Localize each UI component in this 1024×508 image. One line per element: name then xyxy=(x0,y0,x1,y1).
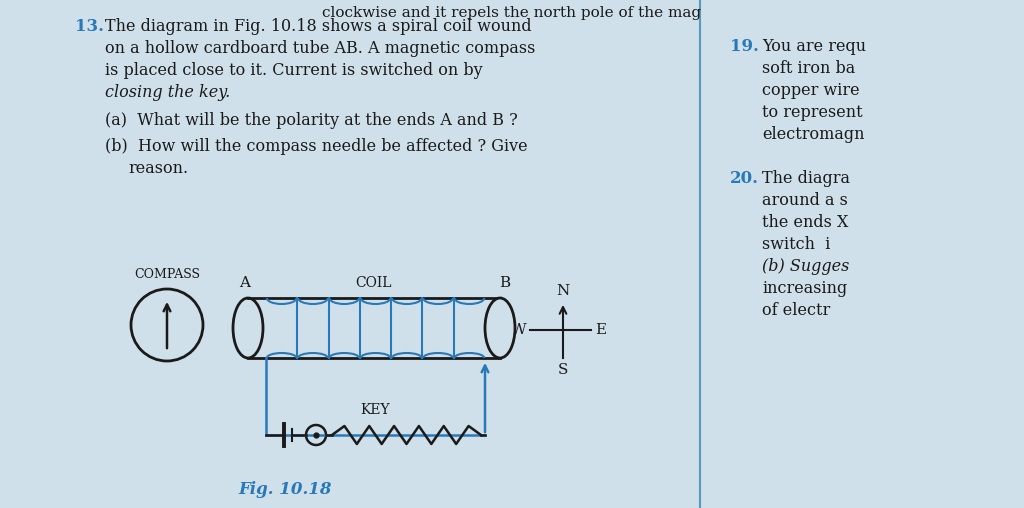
Text: A: A xyxy=(240,276,251,290)
Text: is placed close to it. Current is switched on by: is placed close to it. Current is switch… xyxy=(105,62,482,79)
Text: B: B xyxy=(500,276,511,290)
Text: soft iron ba: soft iron ba xyxy=(762,60,855,77)
Text: of electr: of electr xyxy=(762,302,830,319)
Text: (a)  What will be the polarity at the ends A and B ?: (a) What will be the polarity at the end… xyxy=(105,112,518,129)
Text: The diagra: The diagra xyxy=(762,170,850,187)
Text: (b)  How will the compass needle be affected ? Give: (b) How will the compass needle be affec… xyxy=(105,138,527,155)
Text: E: E xyxy=(595,323,606,337)
Text: 13.: 13. xyxy=(75,18,104,35)
Text: closing the key.: closing the key. xyxy=(105,84,230,101)
Text: (b) Sugges: (b) Sugges xyxy=(762,258,849,275)
Ellipse shape xyxy=(485,298,515,358)
Text: copper wire: copper wire xyxy=(762,82,859,99)
Text: The diagram in Fig. 10.18 shows a spiral coil wound: The diagram in Fig. 10.18 shows a spiral… xyxy=(105,18,531,35)
Text: You are requ: You are requ xyxy=(762,38,866,55)
Text: N: N xyxy=(556,284,569,298)
Text: increasing: increasing xyxy=(762,280,847,297)
Text: 20.: 20. xyxy=(730,170,759,187)
Text: COIL: COIL xyxy=(355,276,392,290)
Text: reason.: reason. xyxy=(128,160,188,177)
Text: KEY: KEY xyxy=(360,403,390,417)
Text: W: W xyxy=(511,323,527,337)
Text: switch  i: switch i xyxy=(762,236,830,253)
Text: around a s: around a s xyxy=(762,192,848,209)
Text: to represent: to represent xyxy=(762,104,862,121)
Text: electromagn: electromagn xyxy=(762,126,864,143)
Text: clockwise and it repels the north pole of the mag: clockwise and it repels the north pole o… xyxy=(323,6,701,20)
Text: the ends X: the ends X xyxy=(762,214,848,231)
Text: 19.: 19. xyxy=(730,38,759,55)
Text: COMPASS: COMPASS xyxy=(134,268,200,281)
Text: on a hollow cardboard tube AB. A magnetic compass: on a hollow cardboard tube AB. A magneti… xyxy=(105,40,536,57)
Text: Fig. 10.18: Fig. 10.18 xyxy=(239,481,332,498)
Text: S: S xyxy=(558,363,568,377)
